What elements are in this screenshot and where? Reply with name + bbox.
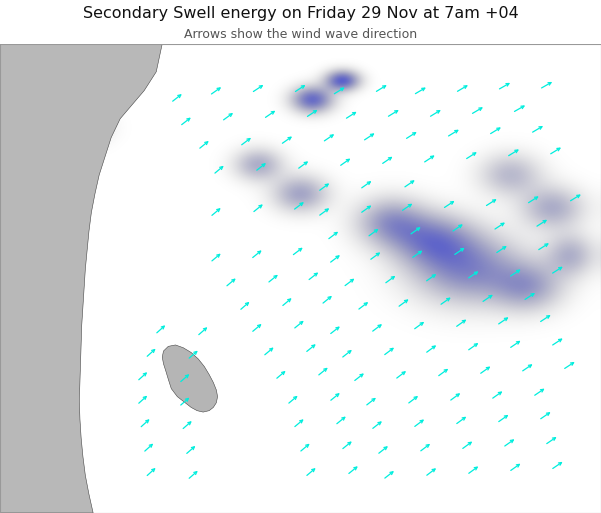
- Polygon shape: [0, 44, 162, 513]
- Text: Secondary Swell energy on Friday 29 Nov at 7am +04: Secondary Swell energy on Friday 29 Nov …: [82, 7, 519, 22]
- Text: Arrows show the wind wave direction: Arrows show the wind wave direction: [184, 28, 417, 41]
- Polygon shape: [162, 345, 218, 412]
